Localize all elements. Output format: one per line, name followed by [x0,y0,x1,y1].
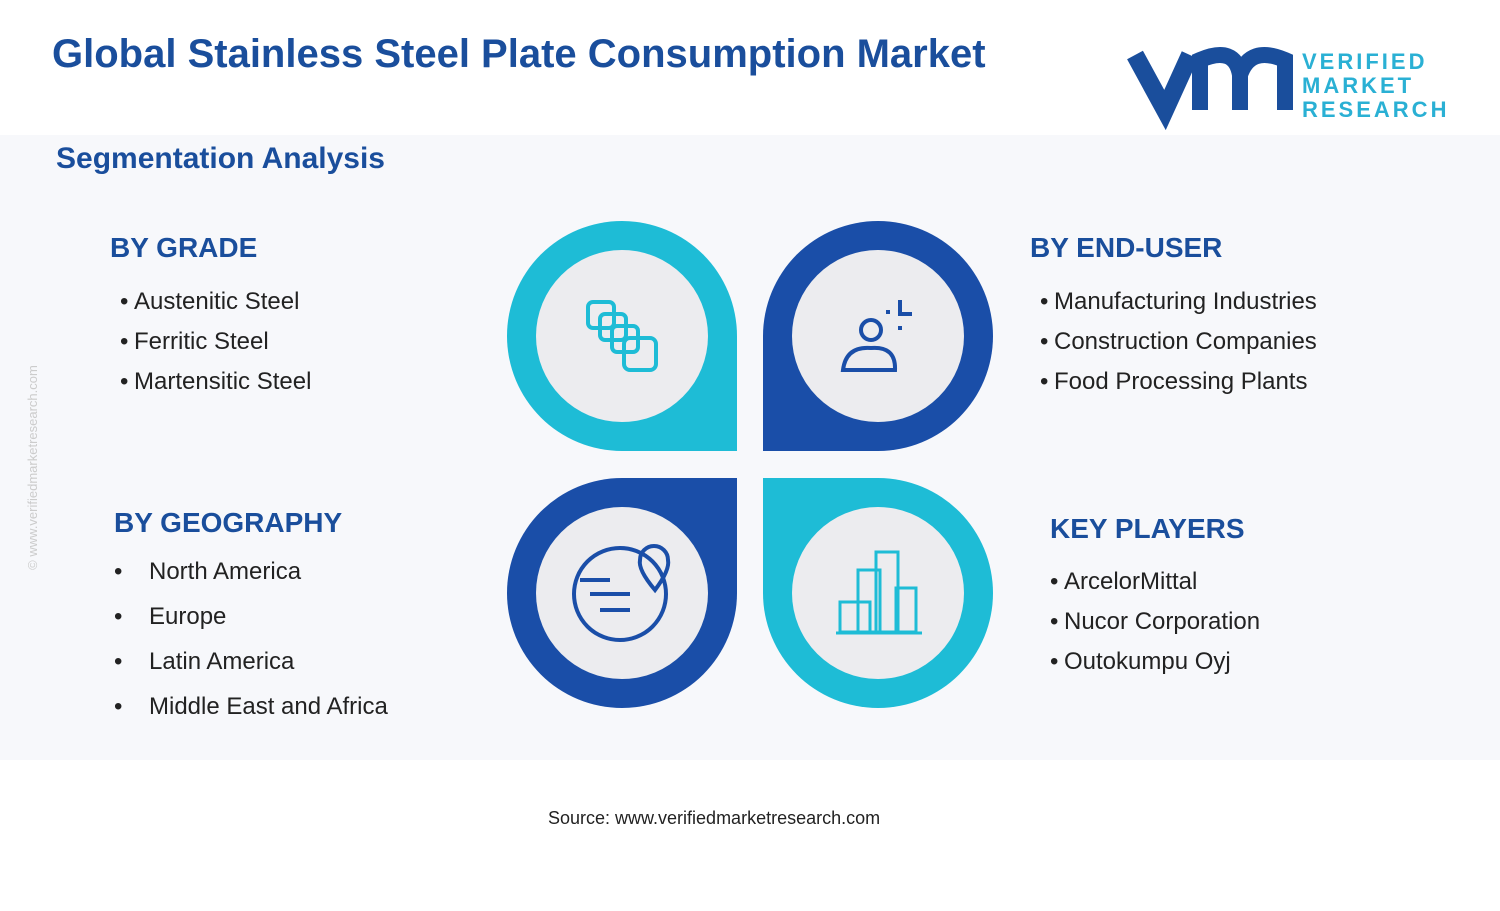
bullet: • [120,368,129,395]
segment-item: Nucor Corporation [1064,608,1261,635]
bullet: • [1050,608,1059,635]
source: Source: www.verifiedmarketresearch.com [548,808,881,828]
segment-title: BY GEOGRAPHY [114,507,343,538]
bullet: • [1050,648,1059,675]
bullet: • [1050,568,1059,595]
watermark: © www.verifiedmarketresearch.com [24,365,40,570]
segment-title: BY END-USER [1030,232,1223,263]
segment-item: Middle East and Africa [149,693,388,720]
bullet: • [114,603,123,630]
bullet: • [114,693,123,720]
segment-item: Manufacturing Industries [1054,288,1317,315]
logo-line: MARKET [1302,73,1415,98]
logo-text: VERIFIED MARKET RESEARCH [1302,50,1449,122]
segment-item: Martensitic Steel [134,368,312,395]
subtitle: Segmentation Analysis [56,142,385,175]
segment-item: North America [149,558,302,585]
segment-item: Food Processing Plants [1054,368,1308,395]
segment-item: Ferritic Steel [134,328,269,355]
bullet: • [1040,288,1049,315]
segment-item: Outokumpu Oyj [1064,648,1231,675]
bullet: • [1040,368,1049,395]
segment-title: BY GRADE [110,232,258,263]
logo-line: RESEARCH [1302,97,1450,122]
title: Global Stainless Steel Plate Consumption… [52,32,986,76]
bullet: • [114,558,123,585]
bullet: • [1040,328,1049,355]
bullet: • [114,648,123,675]
segment-title: KEY PLAYERS [1050,513,1245,544]
bullet: • [120,328,129,355]
segment-item: Europe [149,603,227,630]
bullet: • [120,288,129,315]
segment-item: Austenitic Steel [134,288,300,315]
logo-line: VERIFIED [1302,49,1428,74]
segment-item: ArcelorMittal [1064,568,1198,595]
segment-item: Construction Companies [1054,328,1317,355]
segment-item: Latin America [149,648,295,675]
